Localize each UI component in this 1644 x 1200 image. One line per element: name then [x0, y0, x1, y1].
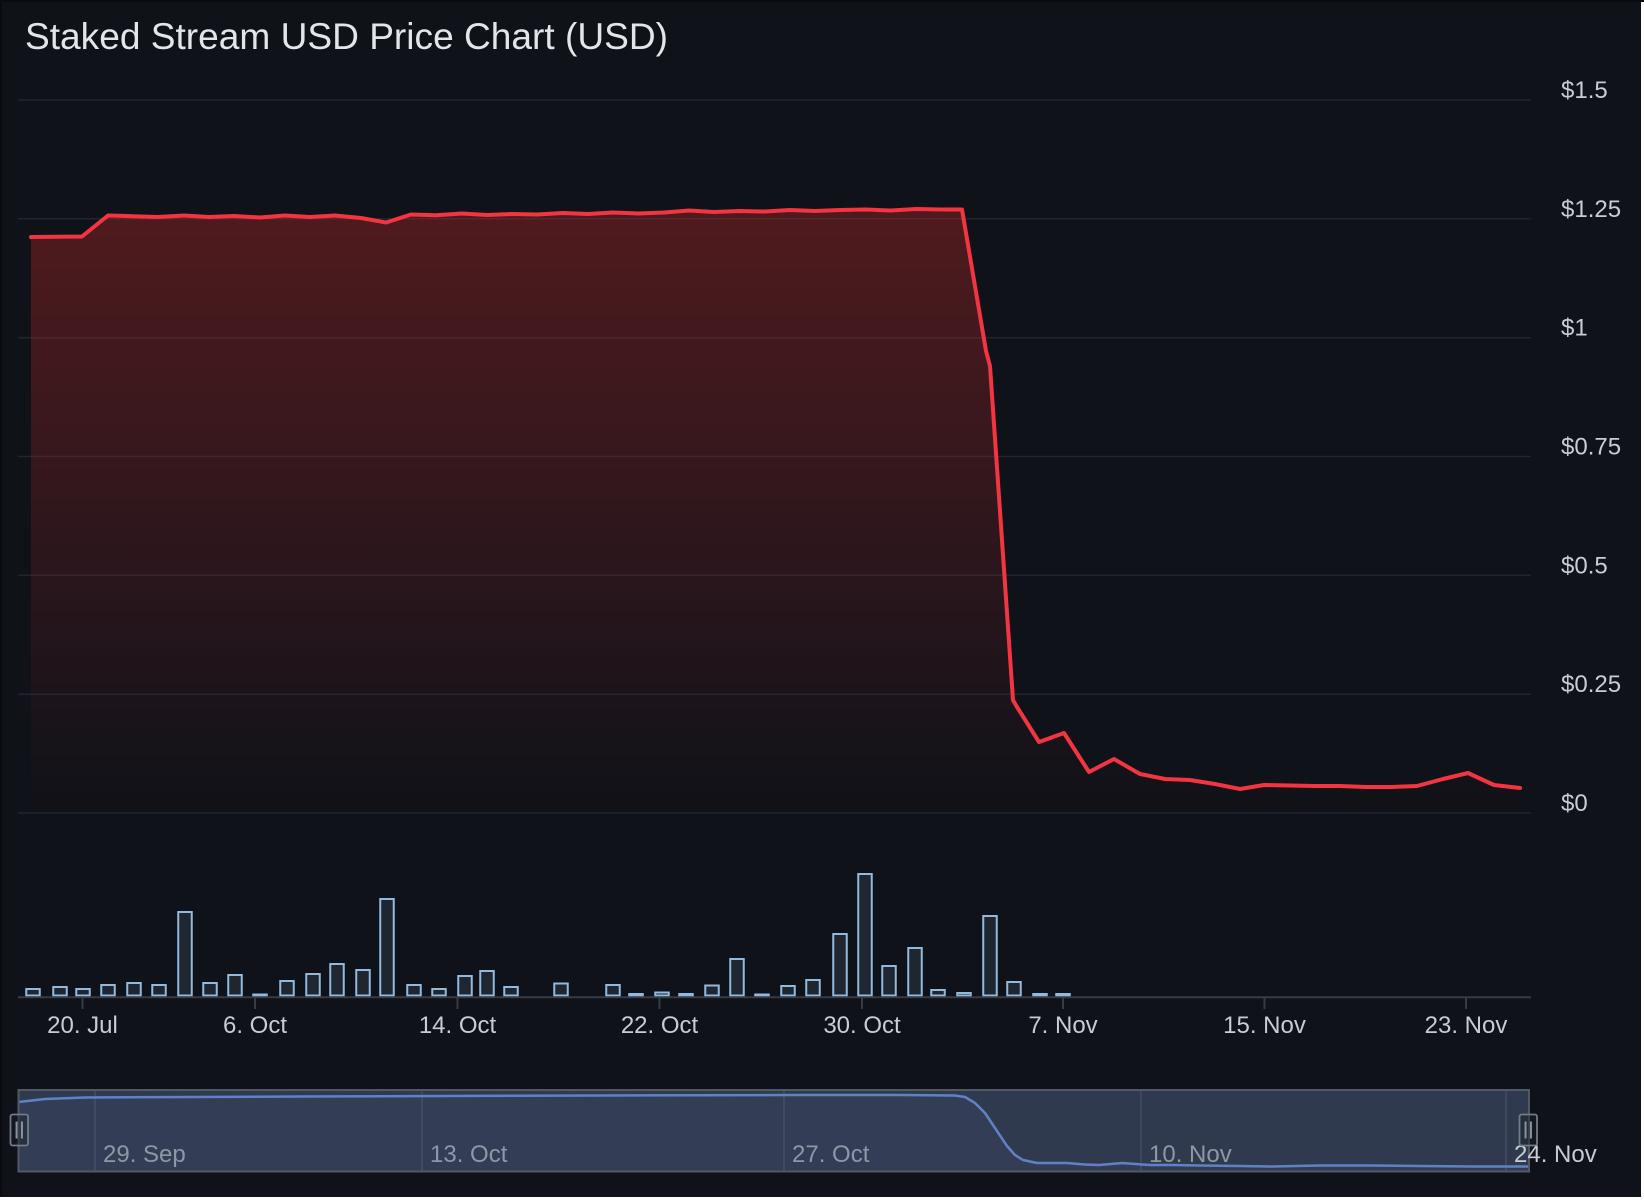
svg-text:20. Jul: 20. Jul	[47, 1012, 118, 1039]
svg-text:10. Nov: 10. Nov	[1149, 1141, 1232, 1168]
svg-text:$1.25: $1.25	[1561, 196, 1621, 223]
svg-text:22. Oct: 22. Oct	[621, 1012, 699, 1039]
svg-text:13. Oct: 13. Oct	[430, 1141, 508, 1168]
svg-text:$0.75: $0.75	[1561, 434, 1621, 461]
svg-text:$1.5: $1.5	[1561, 77, 1608, 104]
svg-text:6. Oct: 6. Oct	[223, 1012, 287, 1039]
svg-text:29. Sep: 29. Sep	[103, 1141, 186, 1168]
svg-text:Staked Stream USD Price Chart: Staked Stream USD Price Chart (USD)	[25, 16, 668, 57]
svg-text:$0: $0	[1561, 790, 1588, 817]
svg-text:$0.25: $0.25	[1561, 671, 1621, 698]
svg-text:15. Nov: 15. Nov	[1223, 1012, 1306, 1039]
svg-text:27. Oct: 27. Oct	[792, 1141, 870, 1168]
svg-text:7. Nov: 7. Nov	[1028, 1012, 1097, 1039]
svg-text:14. Oct: 14. Oct	[419, 1012, 497, 1039]
svg-text:23. Nov: 23. Nov	[1425, 1012, 1508, 1039]
svg-text:$1: $1	[1561, 315, 1588, 342]
svg-text:$0.5: $0.5	[1561, 552, 1608, 579]
svg-text:30. Oct: 30. Oct	[823, 1012, 901, 1039]
